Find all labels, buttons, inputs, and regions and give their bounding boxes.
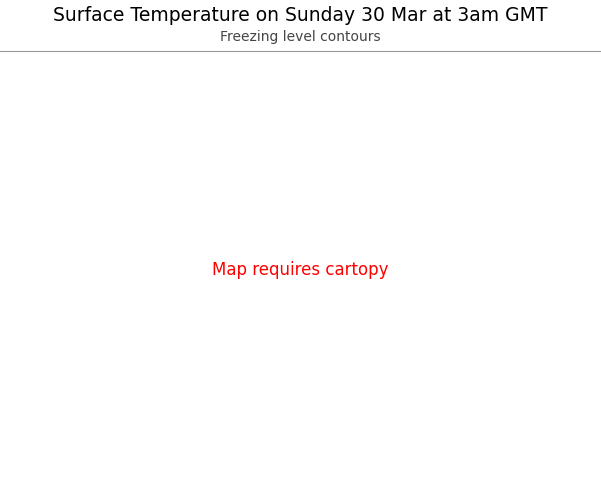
Text: Map requires cartopy: Map requires cartopy — [212, 261, 389, 279]
Text: Surface Temperature on Sunday 30 Mar at 3am GMT: Surface Temperature on Sunday 30 Mar at … — [53, 6, 548, 25]
Text: Freezing level contours: Freezing level contours — [220, 30, 381, 44]
